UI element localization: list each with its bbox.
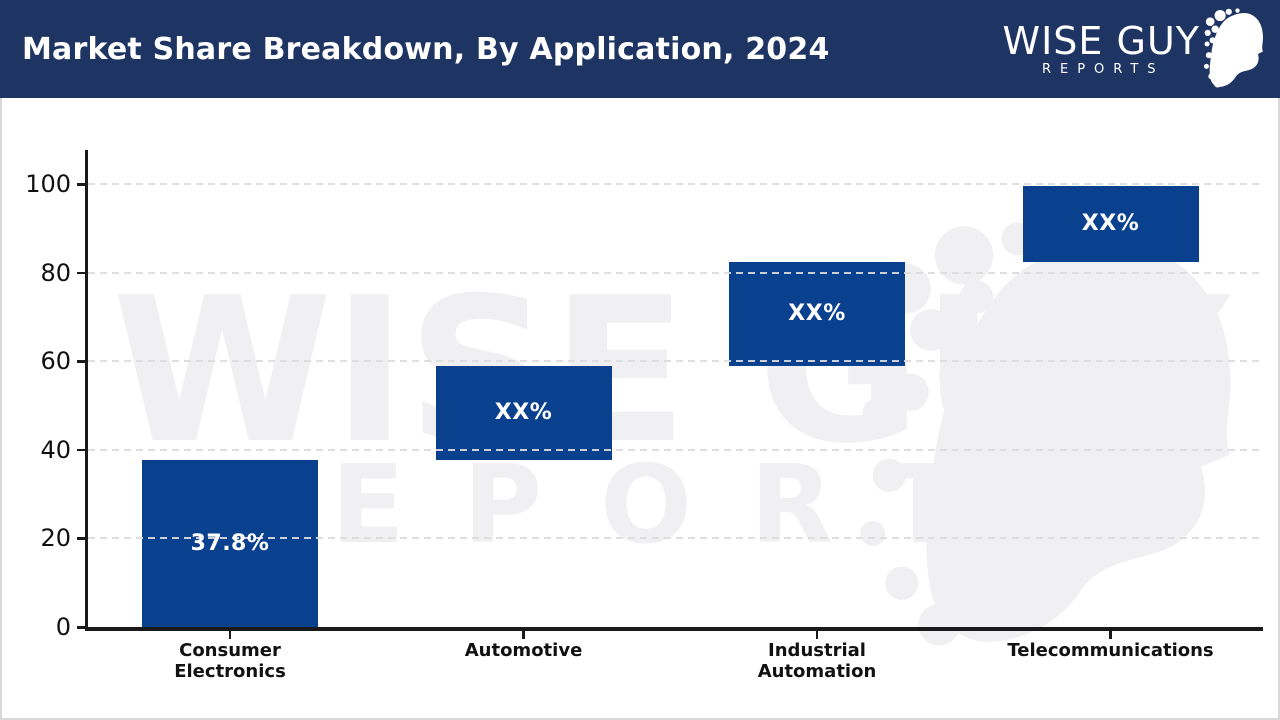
y-tick-100 (77, 183, 85, 186)
x-category-label-automotive: Automotive (464, 640, 583, 661)
page-border-right (1278, 98, 1280, 720)
page-border-left (0, 98, 2, 720)
y-tick-label-80: 80 (40, 258, 71, 287)
logo-subtitle: REPORTS (1041, 62, 1165, 77)
wiseguy-head-icon (1204, 8, 1264, 88)
y-tick-label-100: 100 (25, 170, 71, 198)
gridline-y-40 (88, 448, 1262, 451)
bar-value-label-consumer-electronics: 37.8% (190, 530, 270, 556)
wiseguy-logo-text: WISE GUY REPORTS (1003, 21, 1200, 77)
header-bar: Market Share Breakdown, By Application, … (0, 0, 1280, 98)
wiseguy-logo: WISE GUY REPORTS (1003, 8, 1266, 90)
gridline-y-60 (88, 360, 1262, 363)
y-tick-40 (77, 448, 85, 452)
y-tick-label-40: 40 (40, 435, 71, 464)
y-axis-spine (85, 150, 88, 630)
gridline-y-100 (88, 183, 1262, 185)
x-tick-consumer-electronics (228, 630, 232, 639)
y-tick-60 (77, 360, 85, 363)
x-tick-telecommunications (1109, 630, 1112, 639)
chart-title: Market Share Breakdown, By Application, … (22, 31, 830, 67)
y-tick-0 (77, 626, 85, 629)
page-border-bottom (0, 718, 1280, 720)
x-axis-spine (85, 627, 1263, 631)
x-category-label-industrial-automation: Industrial Automation (757, 640, 877, 682)
y-tick-20 (77, 537, 85, 540)
x-category-label-consumer-electronics: Consumer Electronics (174, 640, 286, 682)
bar-value-label-automotive: XX% (494, 399, 553, 425)
x-tick-automotive (522, 630, 525, 639)
logo-wordmark: WISE GUY (1002, 19, 1200, 63)
y-tick-label-20: 20 (40, 524, 71, 553)
x-category-label-telecommunications: Telecommunications (1007, 640, 1214, 661)
bar-value-label-industrial-automation: XX% (788, 301, 846, 327)
gridline-y-80 (88, 271, 1262, 274)
x-tick-industrial-automation (815, 630, 819, 639)
y-tick-label-0: 0 (55, 613, 71, 641)
y-tick-80 (77, 271, 85, 275)
bar-automotive (435, 365, 612, 460)
bar-value-label-telecommunications: XX% (1081, 211, 1140, 237)
bar-consumer-electronics (142, 459, 318, 627)
gridline-y-20 (88, 537, 1262, 540)
y-tick-label-60: 60 (40, 347, 71, 376)
